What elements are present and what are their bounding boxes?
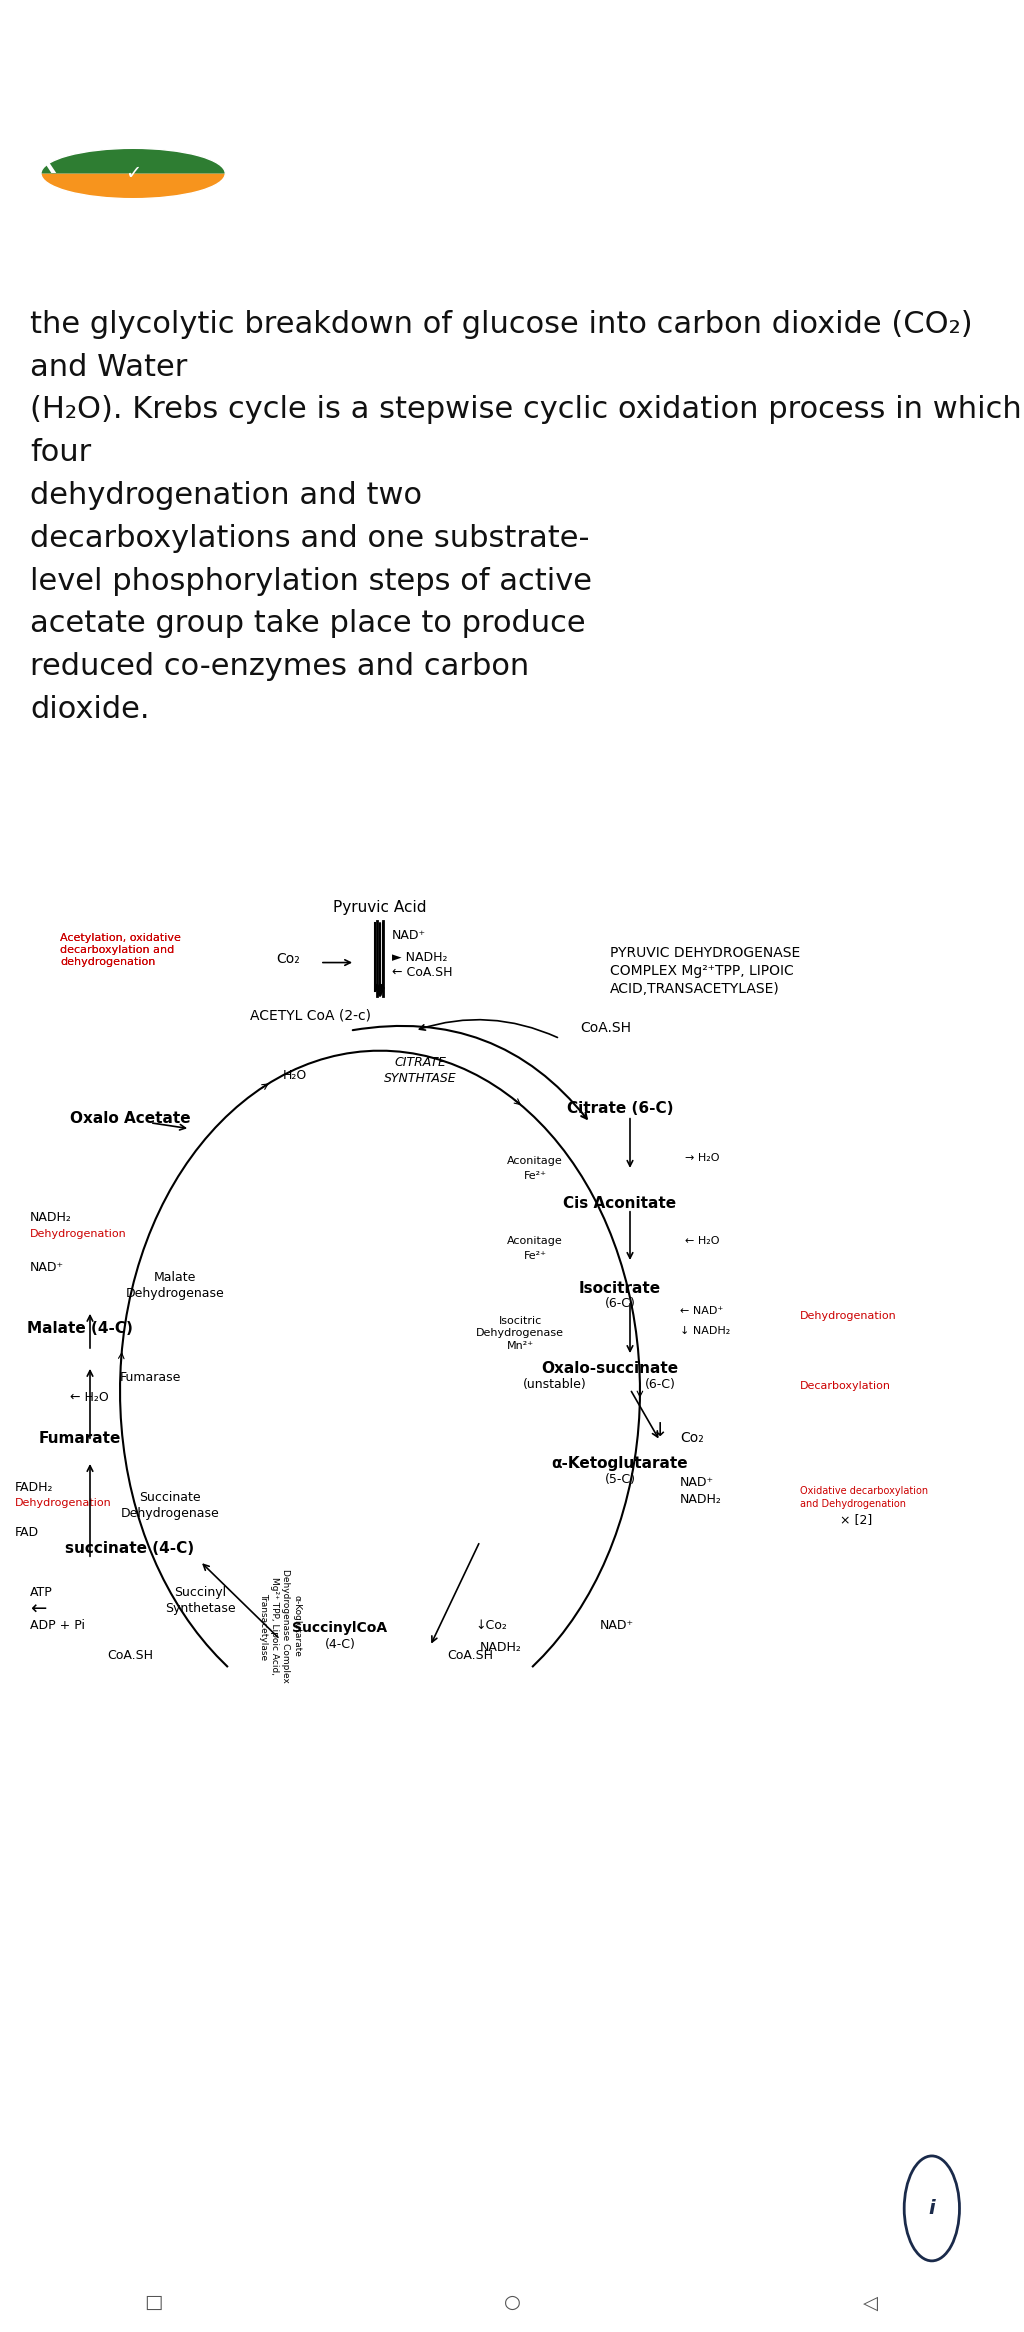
Text: NAD⁺: NAD⁺ bbox=[30, 1262, 65, 1273]
Text: ATP: ATP bbox=[30, 1586, 53, 1600]
Text: SuccinylCoA: SuccinylCoA bbox=[293, 1621, 387, 1635]
Text: the glycolytic breakdown of glucose into carbon dioxide (CO₂) and Water
(H₂O). K: the glycolytic breakdown of glucose into… bbox=[30, 310, 1022, 723]
Text: (5-C): (5-C) bbox=[604, 1474, 636, 1485]
Text: Succinate
Dehydrogenase: Succinate Dehydrogenase bbox=[121, 1490, 219, 1520]
Text: (unstable): (unstable) bbox=[523, 1378, 587, 1390]
Text: Acetylation, oxidative
decarboxylation and
dehydrogenation: Acetylation, oxidative decarboxylation a… bbox=[60, 933, 181, 968]
Text: ACETYL CoA (2-c): ACETYL CoA (2-c) bbox=[250, 1010, 371, 1024]
Text: Dehydrogenation: Dehydrogenation bbox=[30, 1229, 127, 1238]
Text: ←: ← bbox=[30, 1600, 46, 1618]
Text: NAD⁺: NAD⁺ bbox=[392, 928, 426, 942]
Text: Co₂: Co₂ bbox=[680, 1432, 703, 1446]
Text: × [2]: × [2] bbox=[840, 1513, 872, 1525]
Text: NEXT: NEXT bbox=[727, 2194, 788, 2213]
Wedge shape bbox=[41, 149, 225, 173]
Text: Aconitage: Aconitage bbox=[507, 1236, 563, 1245]
Text: (6-C): (6-C) bbox=[604, 1297, 636, 1311]
Text: NADH₂: NADH₂ bbox=[480, 1642, 522, 1653]
Text: Isocitric
Dehydrogenase
Mn²⁺: Isocitric Dehydrogenase Mn²⁺ bbox=[476, 1315, 564, 1350]
Text: Oxalo Acetate: Oxalo Acetate bbox=[70, 1110, 190, 1126]
Text: TEST FEEDBACK: TEST FEEDBACK bbox=[225, 163, 426, 184]
Text: Fumarate: Fumarate bbox=[39, 1432, 121, 1446]
Text: □: □ bbox=[144, 2292, 163, 2313]
Text: ✓: ✓ bbox=[125, 163, 141, 182]
Text: Cis Aconitate: Cis Aconitate bbox=[563, 1196, 677, 1210]
Text: Citrate (6-C): Citrate (6-C) bbox=[566, 1101, 673, 1115]
Text: CoA.SH: CoA.SH bbox=[580, 1021, 631, 1035]
Text: Fe²⁺: Fe²⁺ bbox=[523, 1171, 547, 1180]
Text: NADH₂: NADH₂ bbox=[680, 1492, 722, 1506]
Text: succinate (4-C): succinate (4-C) bbox=[66, 1541, 195, 1555]
Text: ○: ○ bbox=[504, 2292, 520, 2313]
Text: Isocitrate: Isocitrate bbox=[579, 1280, 662, 1297]
Text: PREVIOUS: PREVIOUS bbox=[186, 2194, 305, 2213]
Text: NADH₂: NADH₂ bbox=[30, 1210, 72, 1224]
Text: α-Ketoglutarate: α-Ketoglutarate bbox=[552, 1455, 688, 1471]
Text: Co₂: Co₂ bbox=[276, 951, 300, 965]
Text: Malate (4-C): Malate (4-C) bbox=[27, 1320, 133, 1336]
Text: Pyruvic Acid: Pyruvic Acid bbox=[333, 900, 427, 916]
Text: 6:23 PM  ◀  ▶  •: 6:23 PM ◀ ▶ • bbox=[51, 42, 186, 56]
Text: ← H₂O: ← H₂O bbox=[685, 1236, 720, 1245]
Text: Succinyl
Synthetase: Succinyl Synthetase bbox=[165, 1586, 236, 1616]
Text: ← NAD⁺: ← NAD⁺ bbox=[680, 1306, 723, 1315]
Text: Malate
Dehydrogenase: Malate Dehydrogenase bbox=[126, 1271, 224, 1299]
Text: Dehydrogenation: Dehydrogenation bbox=[800, 1311, 897, 1320]
Text: ↓ NADH₂: ↓ NADH₂ bbox=[680, 1327, 730, 1336]
Wedge shape bbox=[41, 173, 225, 198]
Text: ❮: ❮ bbox=[41, 152, 59, 173]
Text: ► NADH₂: ► NADH₂ bbox=[392, 951, 447, 963]
Text: ↓Co₂: ↓Co₂ bbox=[475, 1618, 507, 1632]
Text: Aconitage: Aconitage bbox=[507, 1157, 563, 1166]
Text: Fe²⁺: Fe²⁺ bbox=[523, 1250, 547, 1262]
Text: ← H₂O: ← H₂O bbox=[70, 1390, 109, 1404]
Text: CoA.SH: CoA.SH bbox=[447, 1649, 493, 1663]
Text: ↓: ↓ bbox=[652, 1420, 669, 1441]
Text: (6-C): (6-C) bbox=[644, 1378, 676, 1390]
Text: Acetylation, oxidative
decarboxylation and
dehydrogenation: Acetylation, oxidative decarboxylation a… bbox=[60, 933, 181, 968]
Text: NAD⁺: NAD⁺ bbox=[600, 1618, 634, 1632]
Text: α-Koglutarate
Dehydrogenase Complex
Mg²⁺ TPP, Lipoic Acid,
Transacetylase: α-Koglutarate Dehydrogenase Complex Mg²⁺… bbox=[259, 1569, 301, 1684]
Text: (4-C): (4-C) bbox=[325, 1639, 355, 1651]
Text: Dehydrogenation: Dehydrogenation bbox=[15, 1497, 112, 1509]
Text: CoA.SH: CoA.SH bbox=[106, 1649, 153, 1663]
Text: FAD: FAD bbox=[15, 1525, 39, 1539]
Text: Oxidative decarboxylation
and Dehydrogenation: Oxidative decarboxylation and Dehydrogen… bbox=[800, 1485, 928, 1509]
Text: → H₂O: → H₂O bbox=[685, 1152, 720, 1164]
Text: Oxalo-succinate: Oxalo-succinate bbox=[542, 1362, 679, 1376]
Text: Fumarase: Fumarase bbox=[120, 1371, 180, 1383]
Text: ← CoA.SH: ← CoA.SH bbox=[392, 965, 453, 979]
Text: CITRATE
SYNTHTASE: CITRATE SYNTHTASE bbox=[384, 1056, 457, 1084]
Text: H₂O: H₂O bbox=[283, 1068, 307, 1082]
Text: Vo  4G  0
LTE  ↑↓  |||  B/s  66: Vo 4G 0 LTE ↑↓ ||| B/s 66 bbox=[879, 42, 973, 63]
Text: i: i bbox=[929, 2199, 935, 2218]
Text: ◁: ◁ bbox=[863, 2292, 878, 2313]
Text: PYRUVIC DEHYDROGENASE
COMPLEX Mg²⁺TPP, LIPOIC
ACID,TRANSACETYLASE): PYRUVIC DEHYDROGENASE COMPLEX Mg²⁺TPP, L… bbox=[610, 944, 800, 996]
Text: Decarboxylation: Decarboxylation bbox=[800, 1381, 891, 1390]
Text: NAD⁺: NAD⁺ bbox=[680, 1476, 714, 1490]
Text: FADH₂: FADH₂ bbox=[15, 1481, 53, 1495]
Text: ADP + Pi: ADP + Pi bbox=[30, 1618, 85, 1632]
